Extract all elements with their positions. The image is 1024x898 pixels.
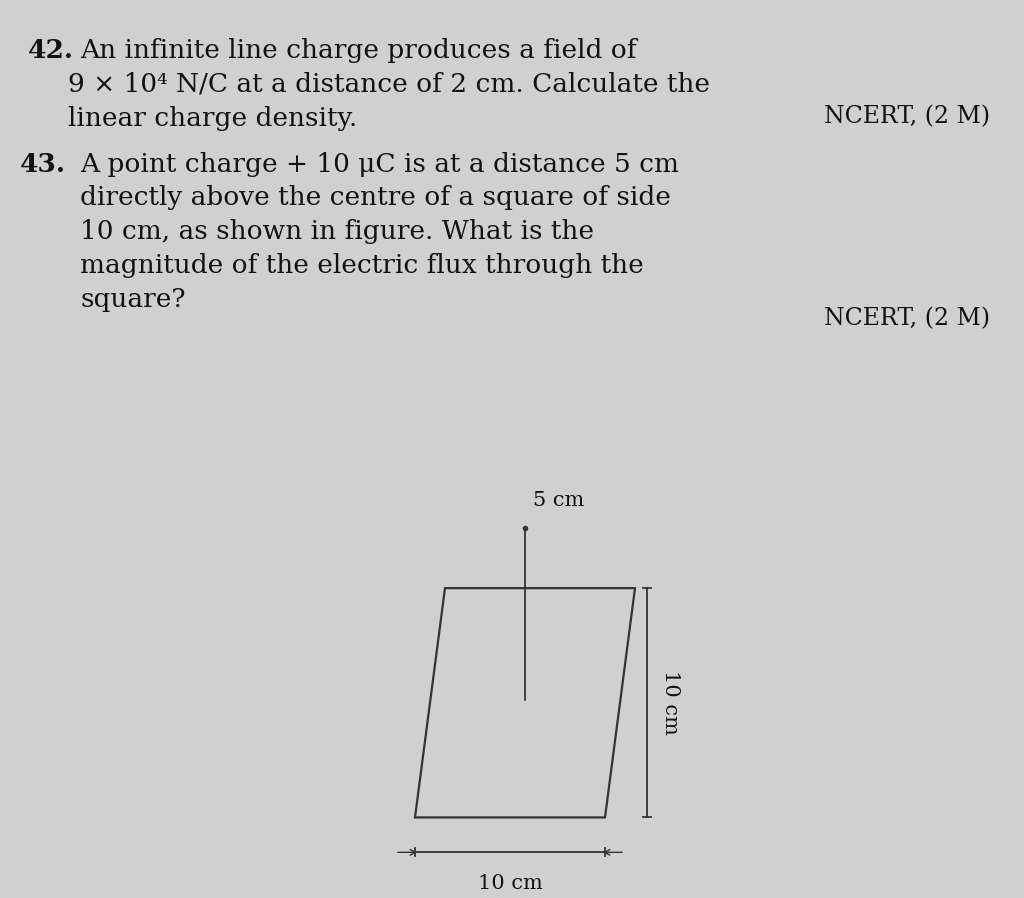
Text: An infinite line charge produces a field of: An infinite line charge produces a field… (80, 38, 637, 63)
Text: A point charge + 10 μC is at a distance 5 cm: A point charge + 10 μC is at a distance … (80, 152, 679, 177)
Text: directly above the centre of a square of side: directly above the centre of a square of… (80, 185, 671, 210)
Text: NCERT, (2 M): NCERT, (2 M) (824, 307, 990, 330)
Text: 10 cm: 10 cm (477, 875, 543, 894)
Text: NCERT, (2 M): NCERT, (2 M) (824, 106, 990, 128)
Text: 10 cm: 10 cm (662, 670, 680, 735)
Text: 42.: 42. (28, 38, 74, 63)
Text: 9 × 10⁴ N/C at a distance of 2 cm. Calculate the: 9 × 10⁴ N/C at a distance of 2 cm. Calcu… (68, 72, 710, 97)
Text: linear charge density.: linear charge density. (68, 106, 357, 131)
Text: 5 cm: 5 cm (534, 491, 585, 510)
Text: 43.: 43. (20, 152, 66, 177)
Text: magnitude of the electric flux through the: magnitude of the electric flux through t… (80, 253, 644, 278)
Text: square?: square? (80, 287, 185, 313)
Text: 10 cm, as shown in figure. What is the: 10 cm, as shown in figure. What is the (80, 219, 594, 244)
